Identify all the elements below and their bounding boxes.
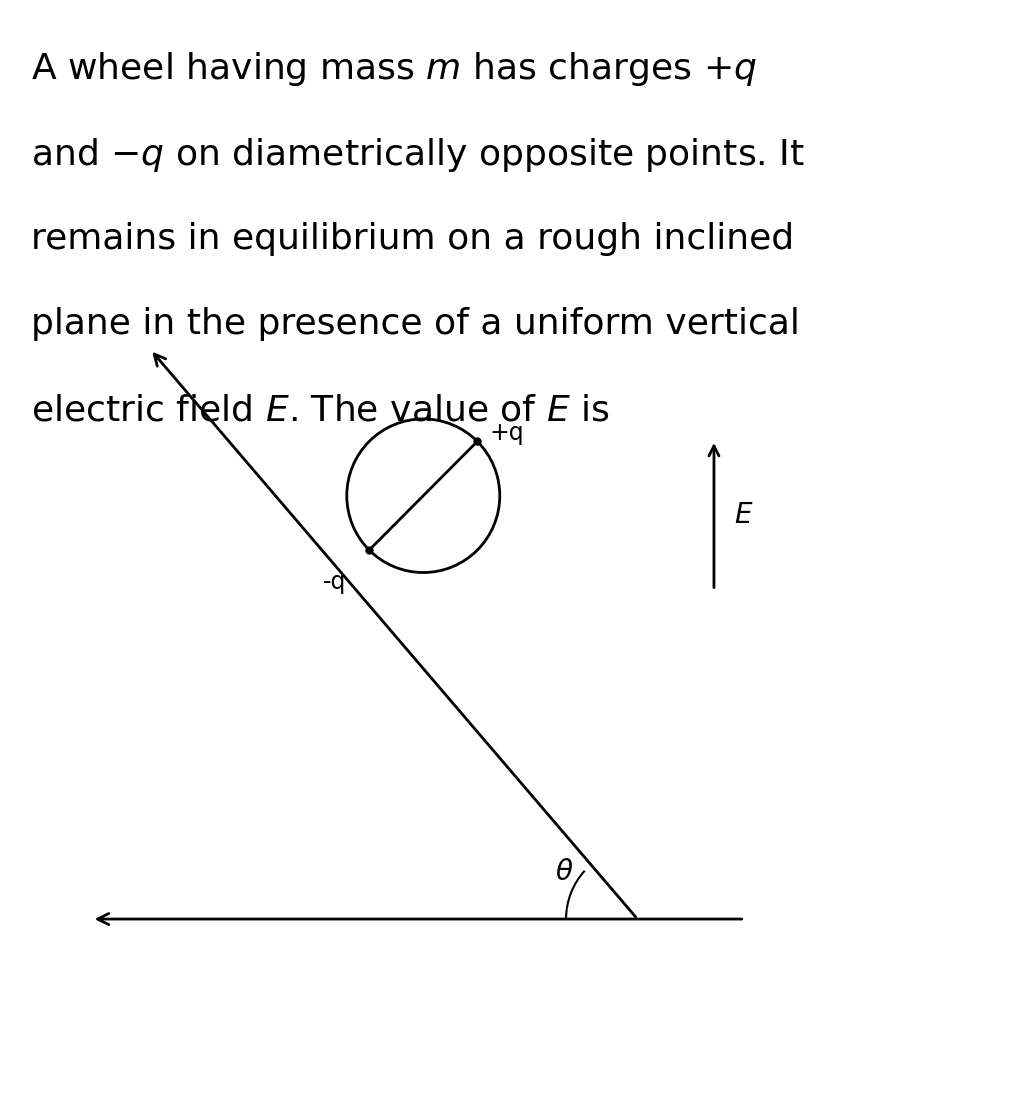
Text: electric field $E$. The value of $E$ is: electric field $E$. The value of $E$ is	[31, 393, 609, 428]
Text: plane in the presence of a uniform vertical: plane in the presence of a uniform verti…	[31, 307, 800, 342]
Text: A wheel having mass $m$ has charges $+q$: A wheel having mass $m$ has charges $+q$	[31, 50, 757, 88]
Text: $E$: $E$	[734, 501, 754, 529]
Text: -q: -q	[324, 570, 347, 594]
Text: $\theta$: $\theta$	[555, 858, 573, 887]
Text: +q: +q	[489, 420, 524, 444]
Text: remains in equilibrium on a rough inclined: remains in equilibrium on a rough inclin…	[31, 222, 794, 256]
Text: and $-q$ on diametrically opposite points. It: and $-q$ on diametrically opposite point…	[31, 136, 805, 174]
